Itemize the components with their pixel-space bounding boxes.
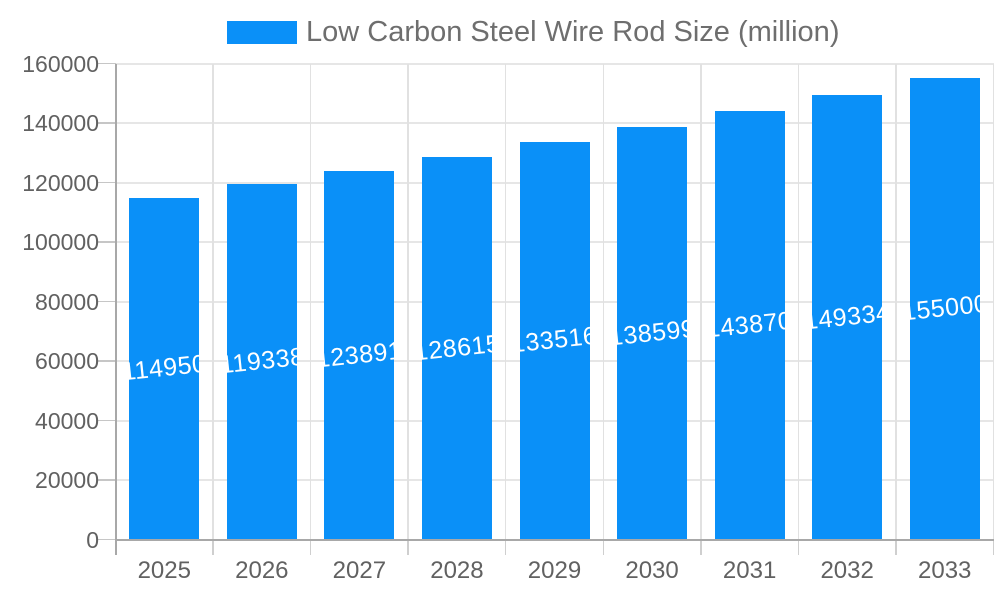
y-tick-mark [97, 300, 116, 303]
v-gridline [700, 63, 702, 540]
x-tick-mark [992, 540, 995, 555]
y-tick-mark [97, 538, 116, 541]
y-axis-tick-label: 160000 [22, 50, 99, 77]
v-gridline [895, 63, 897, 540]
bar-2032[interactable]: 149334 [812, 95, 883, 540]
h-gridline [115, 122, 994, 124]
bar-value-label: 128615 [421, 329, 492, 367]
x-tick-mark [407, 540, 409, 555]
legend-swatch [227, 21, 297, 44]
x-axis-category-label: 2025 [137, 557, 191, 584]
v-gridline [504, 63, 507, 540]
x-tick-mark [309, 540, 312, 555]
v-gridline [407, 63, 409, 540]
v-gridline [797, 63, 800, 540]
x-axis-category-label: 2026 [235, 557, 289, 584]
x-tick-mark [602, 540, 605, 555]
x-axis-category-label: 2028 [430, 557, 484, 584]
y-axis-tick-label: 100000 [22, 229, 99, 255]
y-tick-mark [97, 62, 116, 65]
bar-value-label: 133516 [519, 321, 590, 359]
x-axis-category-label: 2032 [820, 557, 874, 584]
legend-series-label: Low Carbon Steel Wire Rod Size (million) [306, 16, 840, 48]
bar-2025[interactable]: 114950 [129, 197, 200, 540]
h-gridline [115, 62, 994, 65]
v-gridline [992, 63, 995, 540]
x-tick-mark [797, 540, 800, 555]
x-tick-mark [895, 540, 897, 555]
y-axis-tick-label: 60000 [35, 348, 99, 374]
v-gridline [212, 63, 214, 540]
bar-value-label: 155000 [909, 289, 980, 327]
y-tick-mark [97, 241, 116, 243]
y-axis-line [114, 63, 117, 555]
x-tick-mark [504, 540, 507, 555]
legend: Low Carbon Steel Wire Rod Size (million) [0, 0, 1000, 56]
x-tick-mark [212, 540, 214, 555]
bar-2030[interactable]: 138599 [617, 127, 688, 540]
bar-value-label: 143870 [714, 306, 785, 344]
bar-2026[interactable]: 119338 [226, 184, 297, 540]
x-axis-category-label: 2029 [527, 557, 582, 584]
x-axis-category-label: 2033 [918, 557, 972, 584]
x-axis-category-label: 2031 [722, 557, 777, 584]
y-axis-tick-label: 140000 [22, 110, 99, 136]
bar-value-label: 123891 [324, 336, 395, 374]
x-axis-category-label: 2027 [332, 557, 387, 584]
bar-2033[interactable]: 155000 [909, 78, 980, 540]
bar-value-label: 138599 [617, 314, 688, 352]
y-tick-mark [97, 360, 116, 362]
x-axis-category-label: 2030 [625, 557, 679, 584]
bar-2027[interactable]: 123891 [324, 170, 395, 540]
y-tick-mark [97, 122, 116, 124]
y-axis-tick-label: 120000 [22, 169, 99, 196]
y-axis-tick-label: 0 [86, 526, 99, 553]
y-tick-mark [97, 419, 116, 422]
y-axis-tick-label: 40000 [35, 407, 99, 434]
x-axis-baseline [114, 538, 994, 541]
y-axis-tick-label: 20000 [35, 467, 99, 493]
bar-value-label: 119338 [226, 343, 297, 380]
y-tick-mark [97, 181, 116, 184]
y-axis-tick-label: 80000 [35, 288, 99, 315]
bar-2029[interactable]: 133516 [519, 142, 590, 540]
bar-2031[interactable]: 143870 [714, 111, 785, 540]
x-tick-mark [700, 540, 702, 555]
y-tick-mark [97, 479, 116, 481]
v-gridline [309, 63, 312, 540]
bar-2028[interactable]: 128615 [421, 156, 492, 540]
bar-value-label: 149334 [812, 298, 883, 336]
bar-value-label: 114950 [129, 349, 200, 387]
v-gridline [602, 63, 605, 540]
